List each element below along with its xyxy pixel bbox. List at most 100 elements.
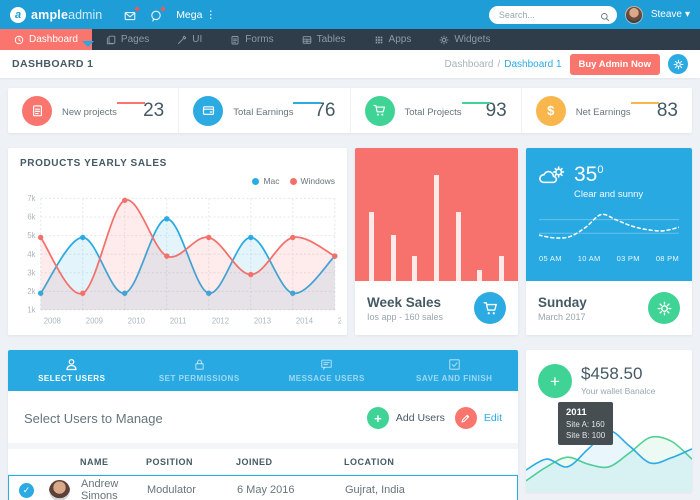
app-logo[interactable]: a ampleadmin [10, 6, 102, 24]
main-nav: Dashboard Pages UI Forms Tables Apps Widgets [0, 29, 700, 50]
cart-icon [364, 95, 395, 126]
week-sales-bar [369, 212, 374, 281]
weather-time-label: 10 AM [577, 254, 601, 263]
row-checkbox[interactable]: ✓ [19, 482, 34, 498]
chart-legend: Mac Windows [252, 176, 335, 186]
breadcrumb-link[interactable]: Dashboard 1 [504, 58, 562, 70]
gear-icon [439, 35, 449, 45]
weather-day: Sunday [538, 294, 587, 310]
wallet-card: + $458.50 Your wallet Banalce 2011 Site … [526, 350, 692, 492]
dots-vertical-icon: ⋮ [205, 8, 216, 21]
svg-text:5k: 5k [27, 231, 35, 240]
cell-joined: 6 May 2016 [237, 484, 295, 496]
cell-location: Gujrat, India [345, 484, 405, 496]
svg-text:2011: 2011 [170, 317, 187, 326]
buy-admin-button[interactable]: Buy Admin Now [569, 53, 660, 75]
legend-item-mac[interactable]: Mac [252, 176, 280, 186]
nav-item-apps[interactable]: Apps [360, 29, 426, 50]
chat-icon[interactable] [150, 6, 166, 22]
nav-item-forms[interactable]: Forms [216, 29, 287, 50]
stat-value: 93 [485, 99, 507, 121]
edit-button[interactable] [454, 407, 477, 429]
wallet-add-button[interactable]: + [538, 364, 572, 398]
clipboard-icon [22, 95, 52, 126]
svg-text:1k: 1k [27, 306, 35, 315]
stat-total-projects: Total Projects 93 [351, 88, 522, 133]
breadcrumb-link[interactable]: Dashboard [444, 58, 494, 70]
stat-value: 83 [656, 99, 678, 121]
search-input[interactable] [488, 6, 617, 24]
week-sales-bar [498, 255, 504, 281]
weather-card: 350 Clear and sunny 05 AM 10 AM 03 PM 08 PM… [526, 148, 692, 335]
apps-grid-icon [374, 35, 384, 45]
search-icon[interactable] [600, 9, 610, 22]
user-menu[interactable]: Steave ▾ [651, 9, 690, 20]
stat-label: Total Projects [404, 106, 462, 118]
user-avatar[interactable] [624, 5, 643, 24]
svg-text:2013: 2013 [254, 317, 271, 326]
svg-text:2008: 2008 [44, 317, 61, 326]
column-header-name: NAME [80, 456, 109, 467]
search [488, 5, 617, 24]
settings-button[interactable] [668, 54, 688, 74]
legend-item-windows[interactable]: Windows [289, 176, 335, 186]
page-title: DASHBOARD 1 [12, 58, 94, 70]
row-avatar [49, 479, 70, 500]
products-yearly-sales-card: PRODUCTS YEARLY SALES Mac Windows 2008 200… [8, 148, 347, 335]
week-sales-bar [455, 212, 461, 281]
stat-new-projects: New projects 23 [8, 88, 180, 133]
logo-text-light: admin [68, 7, 103, 22]
logo-icon: a [10, 6, 26, 23]
mega-menu-label: Mega [176, 8, 203, 21]
cart-button[interactable] [474, 292, 506, 324]
dollar-icon: $ [535, 95, 566, 126]
week-sales-bar [433, 174, 439, 281]
clock-icon [14, 35, 24, 45]
svg-text:2014: 2014 [296, 317, 314, 326]
legend-dot [252, 177, 260, 185]
tab-save-and-finish[interactable]: SAVE AND FINISH [391, 350, 519, 391]
edit-label[interactable]: Edit [483, 412, 502, 424]
wallet-label: Your wallet Banalce [581, 386, 656, 396]
breadcrumb: Dashboard / Dashboard 1 [445, 59, 562, 70]
weather-month: March 2017 [538, 311, 586, 322]
select-users-card: SELECT USERS SET PERMISSIONS MESSAGE USERS… [8, 41, 518, 500]
svg-text:2k: 2k [27, 287, 35, 296]
nav-item-tables[interactable]: Tables [288, 29, 360, 50]
topbar: a ampleadmin Mega ⋮ Steave ▾ [0, 0, 700, 29]
week-sales-bar [477, 270, 483, 281]
user-icon [65, 358, 78, 371]
weather-time-label: 05 AM [539, 254, 562, 263]
table-row[interactable]: ✓ Andrew Simons Modulator 6 May 2016 Gujrat,… [8, 475, 518, 500]
svg-text:7k: 7k [27, 194, 35, 203]
breadcrumb-bar: DASHBOARD 1 Dashboard / Dashboard 1 Buy Ad… [0, 50, 700, 78]
temperature-value: 350 [574, 163, 604, 186]
tab-message-users[interactable]: MESSAGE USERS [263, 350, 391, 391]
cloud-sun-icon [539, 165, 565, 185]
svg-text:20: 20 [338, 317, 341, 326]
user-name: Steave [650, 9, 682, 20]
messages-icon[interactable] [124, 6, 140, 21]
nav-item-pages[interactable]: Pages [92, 29, 163, 50]
sun-button[interactable] [648, 292, 680, 324]
stat-label: New projects [62, 106, 117, 118]
column-header-position: POSITION [146, 456, 194, 467]
weather-times: 05 AM 10 AM 03 PM 08 PM [539, 254, 679, 263]
tab-set-permissions[interactable]: SET PERMISSIONS [136, 350, 264, 391]
tab-select-users[interactable]: SELECT USERS [8, 350, 136, 391]
column-header-joined: JOINED [236, 456, 273, 467]
mega-menu[interactable]: Mega ⋮ [176, 9, 216, 21]
week-sales-bar [390, 235, 396, 281]
nav-item-dashboard[interactable]: Dashboard [0, 29, 92, 50]
add-users-button[interactable]: + [366, 407, 389, 429]
wizard-tabs: SELECT USERS SET PERMISSIONS MESSAGE USERS… [8, 350, 518, 391]
stat-net-earnings: $ Net Earnings 83 [522, 88, 692, 133]
products-chart-title: PRODUCTS YEARLY SALES [20, 158, 167, 169]
table-icon [302, 35, 312, 45]
nav-item-widgets[interactable]: Widgets [425, 29, 504, 50]
products-yearly-sales-chart: 2008 2009 2010 2011 2012 2013 2014 20 1k 2k 3k 4k 5k… [16, 190, 347, 331]
svg-text:4k: 4k [27, 250, 35, 259]
nav-item-ui[interactable]: UI [163, 29, 216, 50]
week-sales-chart [355, 148, 518, 281]
